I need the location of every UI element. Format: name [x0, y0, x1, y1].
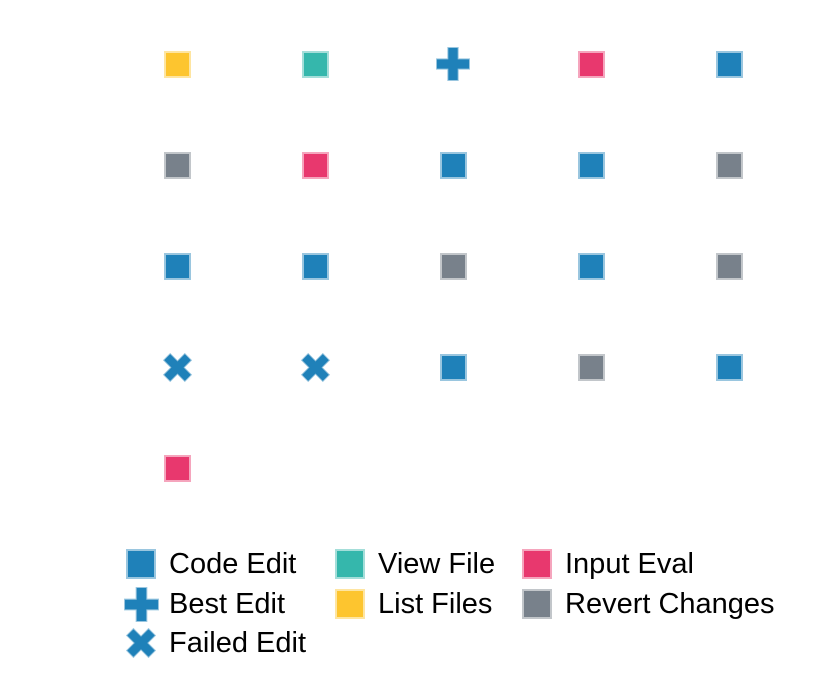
legend-item-failed-edit: Failed Edit [123, 623, 306, 663]
legend-swatch-cell-revert-changes [519, 584, 555, 624]
code-edit-square-glyph [439, 151, 467, 179]
legend-marker-view-file-square [335, 549, 365, 579]
input-eval-square-glyph [163, 454, 191, 482]
legend-item-revert-changes: Revert Changes [519, 584, 775, 624]
cell-r1-c1-marker-input-eval-square [301, 151, 329, 179]
code-edit-square-glyph [715, 353, 743, 381]
cell-r3-c3-marker-revert-changes-square [577, 353, 605, 381]
legend-marker-list-files-square [335, 589, 365, 619]
code-edit-square-glyph [577, 252, 605, 280]
legend-marker-input-eval-square [522, 549, 552, 579]
cell-r4-c0-marker-input-eval-square [163, 454, 191, 482]
legend-marker-code-edit-square [126, 549, 156, 579]
cell-r3-c2-marker-code-edit-square [439, 353, 467, 381]
y-tick-label-11-15 [0, 246, 93, 286]
failed-edit-x-glyph [299, 351, 331, 383]
legend-item-code-edit: Code Edit [123, 544, 296, 584]
cell-r0-c2-marker-best-edit-plus [436, 47, 470, 81]
cell-r3-c4-marker-code-edit-square [715, 353, 743, 381]
legend-item-input-eval: Input Eval [519, 544, 694, 584]
revert-changes-square-glyph [439, 252, 467, 280]
code-edit-square-glyph [439, 353, 467, 381]
failed-edit-x-glyph [125, 627, 157, 659]
cell-r3-c0-marker-failed-edit-x [161, 351, 193, 383]
code-edit-square-glyph [577, 151, 605, 179]
revert-changes-square-glyph [715, 151, 743, 179]
legend-marker-revert-changes-square [522, 589, 552, 619]
legend-swatch-cell-best-edit [123, 584, 159, 624]
legend-swatch-cell-code-edit [123, 544, 159, 584]
legend-label-input-eval: Input Eval [565, 547, 694, 580]
legend-item-list-files: List Files [332, 584, 492, 624]
input-eval-square-glyph [577, 50, 605, 78]
legend-label-view-file: View File [378, 547, 496, 580]
legend-label-best-edit: Best Edit [169, 587, 286, 620]
cell-r2-c1-marker-code-edit-square [301, 252, 329, 280]
revert-changes-square-glyph [715, 252, 743, 280]
legend-label-list-files: List Files [378, 587, 493, 620]
cell-r2-c4-marker-revert-changes-square [715, 252, 743, 280]
cell-r1-c2-marker-code-edit-square [439, 151, 467, 179]
failed-edit-x-glyph [161, 351, 193, 383]
cell-r1-c4-marker-revert-changes-square [715, 151, 743, 179]
legend-swatch-cell-input-eval [519, 544, 555, 584]
y-tick-label-1-5 [0, 44, 93, 84]
y-tick-label-6-10 [0, 145, 93, 185]
cell-r1-c3-marker-code-edit-square [577, 151, 605, 179]
view-file-square-glyph [335, 549, 365, 579]
input-eval-square-glyph [522, 549, 552, 579]
code-edit-square-glyph [715, 50, 743, 78]
revert-changes-square-glyph [522, 589, 552, 619]
legend-swatch-cell-list-files [332, 584, 368, 624]
cell-r2-c2-marker-revert-changes-square [439, 252, 467, 280]
legend-item-best-edit: Best Edit [123, 584, 285, 624]
cell-r1-c0-marker-revert-changes-square [163, 151, 191, 179]
legend-label-failed-edit: Failed Edit [169, 626, 307, 659]
code-edit-square-glyph [301, 252, 329, 280]
y-tick-label-21 [0, 448, 93, 488]
legend-swatch-cell-view-file [332, 544, 368, 584]
code-edit-square-glyph [163, 252, 191, 280]
list-files-square-glyph [335, 589, 365, 619]
cell-r0-c4-marker-code-edit-square [715, 50, 743, 78]
input-eval-square-glyph [301, 151, 329, 179]
cell-r0-c0-marker-list-files-square [163, 50, 191, 78]
best-edit-plus-glyph [436, 47, 470, 81]
revert-changes-square-glyph [577, 353, 605, 381]
best-edit-plus-glyph [123, 586, 159, 622]
cell-r3-c1-marker-failed-edit-x [299, 351, 331, 383]
code-edit-square-glyph [126, 549, 156, 579]
legend-swatch-cell-failed-edit [123, 623, 159, 663]
cell-r0-c3-marker-input-eval-square [577, 50, 605, 78]
revert-changes-square-glyph [163, 151, 191, 179]
list-files-square-glyph [163, 50, 191, 78]
cell-r2-c0-marker-code-edit-square [163, 252, 191, 280]
view-file-square-glyph [301, 50, 329, 78]
legend-marker-best-edit-plus [123, 586, 159, 622]
legend-item-view-file: View File [332, 544, 495, 584]
legend-label-code-edit: Code Edit [169, 547, 297, 580]
cell-r2-c3-marker-code-edit-square [577, 252, 605, 280]
cell-r0-c1-marker-view-file-square [301, 50, 329, 78]
legend-label-revert-changes: Revert Changes [565, 587, 775, 620]
legend-marker-failed-edit-x [125, 627, 157, 659]
y-tick-label-16-20 [0, 347, 93, 387]
